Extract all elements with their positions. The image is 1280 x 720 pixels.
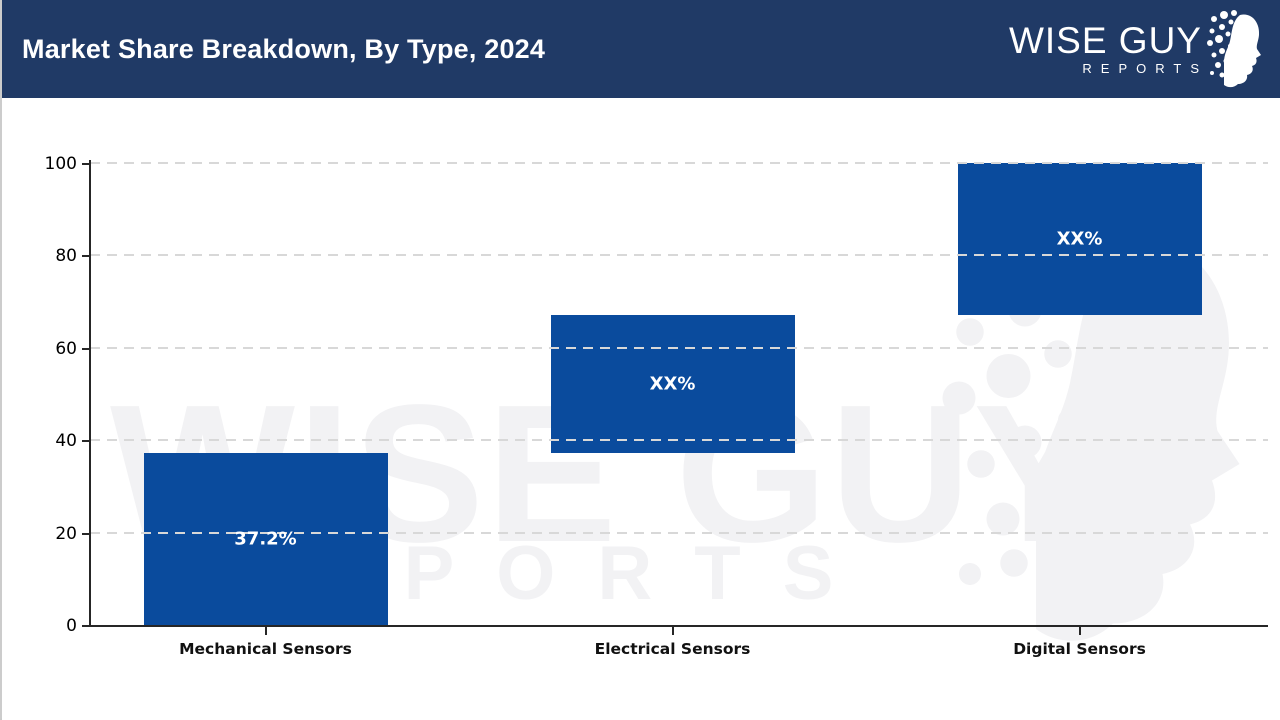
gridline-100 bbox=[90, 162, 1268, 164]
x-tick-2 bbox=[671, 627, 674, 635]
bar-2 bbox=[550, 314, 795, 454]
y-tick-80 bbox=[82, 255, 89, 258]
y-tick-label-20: 20 bbox=[55, 523, 77, 544]
bar-value-label-1: 37.2% bbox=[234, 528, 297, 550]
wiseguy-head-icon bbox=[1207, 10, 1261, 88]
page-title: Market Share Breakdown, By Type, 2024 bbox=[22, 33, 546, 64]
y-tick-label-80: 80 bbox=[55, 246, 77, 267]
x-category-label-1: Mechanical Sensors bbox=[179, 640, 352, 658]
chart-canvas: WISE GUY REPORTS 0 20 40 60 80 100 Mechanical … bbox=[2, 98, 1280, 720]
y-tick-40 bbox=[82, 440, 89, 443]
y-tick-20 bbox=[82, 532, 89, 535]
gridline-20 bbox=[90, 531, 1268, 534]
x-category-label-3: Digital Sensors bbox=[1013, 640, 1146, 658]
x-tick-1 bbox=[264, 627, 267, 635]
wiseguy-logo: WISE GUY REPORTS bbox=[1009, 9, 1268, 89]
y-axis-line bbox=[89, 160, 91, 627]
gridline-80 bbox=[90, 254, 1268, 257]
logo-subtitle: REPORTS bbox=[1082, 60, 1208, 76]
bar-1 bbox=[143, 453, 388, 625]
x-axis-line bbox=[89, 625, 1268, 627]
x-tick-3 bbox=[1078, 627, 1081, 635]
bar-value-label-2: XX% bbox=[649, 373, 696, 395]
header-bar: Market Share Breakdown, By Type, 2024 WI… bbox=[2, 0, 1280, 98]
logo-wordmark: WISE GUY bbox=[1008, 19, 1202, 61]
y-tick-label-60: 60 bbox=[55, 338, 77, 359]
y-tick-label-40: 40 bbox=[55, 431, 77, 452]
gridline-60 bbox=[90, 346, 1268, 349]
y-tick-100 bbox=[82, 163, 89, 165]
y-tick-label-0: 0 bbox=[66, 616, 77, 636]
x-category-label-2: Electrical Sensors bbox=[594, 640, 751, 658]
y-tick-60 bbox=[82, 347, 89, 350]
gridline-40 bbox=[90, 439, 1268, 442]
bar-3 bbox=[957, 163, 1202, 315]
y-tick-label-100: 100 bbox=[44, 154, 77, 174]
y-tick-0 bbox=[82, 625, 89, 627]
bar-value-label-3: XX% bbox=[1056, 228, 1103, 250]
